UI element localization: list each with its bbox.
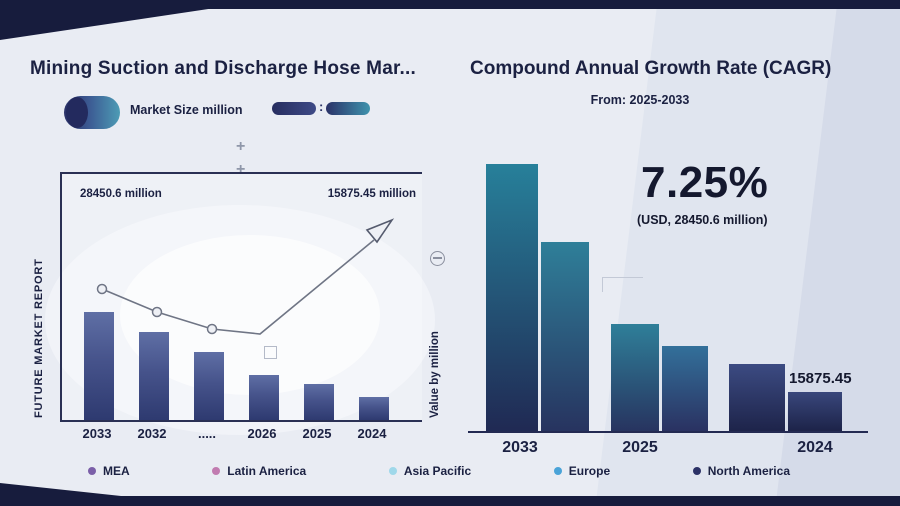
right-bar-2033-1 [486, 164, 538, 432]
legend-item-mea: MEA [88, 464, 130, 478]
left-x-labels: 2033 2032..... 2026 2025 2024 [60, 426, 422, 444]
legend-label: Asia Pacific [403, 464, 472, 478]
legend-item-asia-pacific: Asia Pacific [388, 464, 472, 478]
left-bar-2026 [249, 375, 279, 420]
right-chart-title: Compound Annual Growth Rate (CAGR) [470, 58, 832, 79]
database-cylinder-icon [64, 96, 120, 129]
cagr-period-subtitle: From: 2025-2033 [590, 93, 690, 107]
legend-label: Europe [568, 464, 611, 478]
bottom-left-diagonal [0, 483, 130, 497]
left-bar-2025 [304, 384, 334, 420]
plus-icon: + [236, 161, 246, 178]
top-navy-bar [0, 0, 900, 9]
left-chart-bars: 28450.6 million 15875.45 million [60, 172, 422, 422]
legend-item-north-america: North America [692, 464, 790, 478]
legend-dot [212, 467, 221, 475]
left-bar-..... [194, 352, 224, 420]
left-bar-2024 [359, 397, 389, 420]
left-chart-min-value: 15875.45 million [327, 188, 416, 200]
left-x-label: 2033 [82, 426, 112, 441]
legend-item-europe: Europe [553, 464, 611, 478]
left-x-label: 2026 [247, 426, 277, 441]
corner-bracket-decor [602, 277, 643, 292]
trend-line-arrow [96, 218, 395, 335]
left-x-label: 2024 [357, 426, 387, 441]
right-bar-2025-2 [662, 346, 708, 432]
right-x-label: 2033 [502, 439, 538, 456]
right-bar-2025-1 [611, 324, 659, 432]
legend-dot [388, 467, 397, 475]
legend-dot [692, 467, 701, 475]
legend-dot [88, 467, 96, 475]
left-chart-title: Mining Suction and Discharge Hose Mar... [30, 58, 416, 79]
market-size-label: Market Size million [130, 103, 243, 117]
legend-label: Latin America [227, 464, 307, 478]
legend-dot [553, 467, 562, 475]
ghost-square-decor [264, 346, 277, 359]
pill-shape-dark-icon [272, 102, 316, 115]
legend-label: MEA [103, 464, 130, 478]
left-x-label: 2025 [302, 426, 332, 441]
right-bar-2033-2 [541, 242, 589, 432]
left-bar-2033 [84, 312, 114, 420]
pill-shape-teal-icon [326, 102, 370, 115]
cagr-detail: (USD, 28450.6 million) [637, 213, 768, 227]
footer-legend: MEA Latin America Asia Pacific Europe North … [88, 464, 790, 478]
right-bar-2024-2 [788, 392, 842, 432]
right-chart-callout: 15875.45 [789, 370, 852, 387]
left-bar-2032 [139, 332, 169, 420]
cagr-value: 7.25% [641, 158, 769, 207]
circle-minus-icon [430, 251, 445, 266]
right-x-label: 2024 [797, 439, 833, 456]
pill-separator: : [319, 99, 324, 114]
right-x-label: 2025 [622, 439, 658, 456]
bottom-navy-bar [0, 496, 900, 506]
right-chart-axis [468, 431, 868, 433]
left-x-label: ..... [197, 426, 217, 441]
legend-label: North America [707, 464, 790, 478]
left-x-label: 2032 [137, 426, 167, 441]
top-left-diagonal [0, 8, 215, 40]
legend-item-latin-america: Latin America [212, 464, 306, 478]
right-bar-2024-1 [729, 364, 785, 432]
left-chart-max-value: 28450.6 million [80, 188, 162, 200]
plus-icon: + [236, 138, 246, 155]
